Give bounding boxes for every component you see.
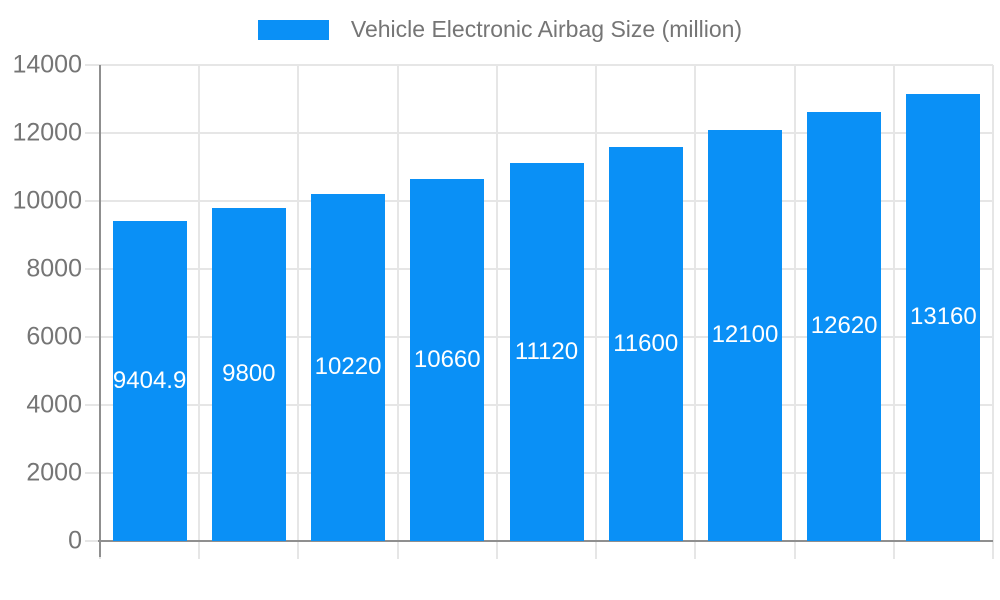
plot-area: 020004000600080001000012000140009404.920…	[12, 52, 994, 559]
bar: 12100	[707, 129, 782, 541]
y-axis-tick-label: 4000	[26, 390, 82, 419]
x-gridline	[297, 65, 300, 559]
bar: 10220	[311, 193, 386, 541]
bar: 10660	[410, 178, 485, 541]
y-axis-tick-label: 2000	[26, 458, 82, 487]
bar: 12620	[807, 111, 882, 541]
legend[interactable]: Vehicle Electronic Airbag Size (million)	[0, 16, 1000, 44]
bar-value-label: 10660	[413, 345, 481, 373]
x-gridline	[992, 65, 994, 559]
legend-label: Vehicle Electronic Airbag Size (million)	[350, 16, 743, 42]
bar: 11600	[608, 146, 683, 541]
bar-value-label: 11120	[514, 337, 579, 365]
bar-value-label: 13160	[910, 303, 977, 331]
bar: 9404.9	[112, 221, 187, 541]
bar-value-label: 9404.9	[112, 367, 187, 395]
bar-value-label: 10220	[314, 353, 382, 381]
bar-value-label: 12620	[810, 312, 878, 340]
x-gridline	[694, 65, 697, 559]
y-axis-tick-label: 10000	[12, 186, 82, 215]
x-gridline	[396, 65, 399, 559]
x-gridline	[793, 65, 796, 559]
y-gridline	[85, 64, 993, 66]
bar: 11120	[509, 162, 584, 541]
bar-value-label: 12100	[711, 321, 779, 349]
y-axis-tick-label: 8000	[26, 254, 82, 283]
y-axis-tick-label: 0	[68, 526, 82, 555]
y-axis-line	[99, 65, 101, 557]
bar-value-label: 9800	[222, 360, 276, 388]
x-axis-line	[98, 540, 993, 542]
x-gridline	[892, 65, 895, 559]
y-gridline	[85, 132, 993, 134]
bar: 13160	[906, 93, 981, 541]
x-gridline	[595, 65, 598, 559]
x-gridline	[198, 65, 201, 559]
bar-value-label: 11600	[613, 329, 679, 357]
y-axis-tick-label: 12000	[12, 118, 82, 147]
y-axis-tick-label: 14000	[12, 50, 82, 79]
legend-swatch	[257, 19, 329, 40]
bar: 9800	[211, 207, 286, 541]
x-gridline	[495, 65, 498, 559]
y-axis-tick-label: 6000	[26, 322, 82, 351]
